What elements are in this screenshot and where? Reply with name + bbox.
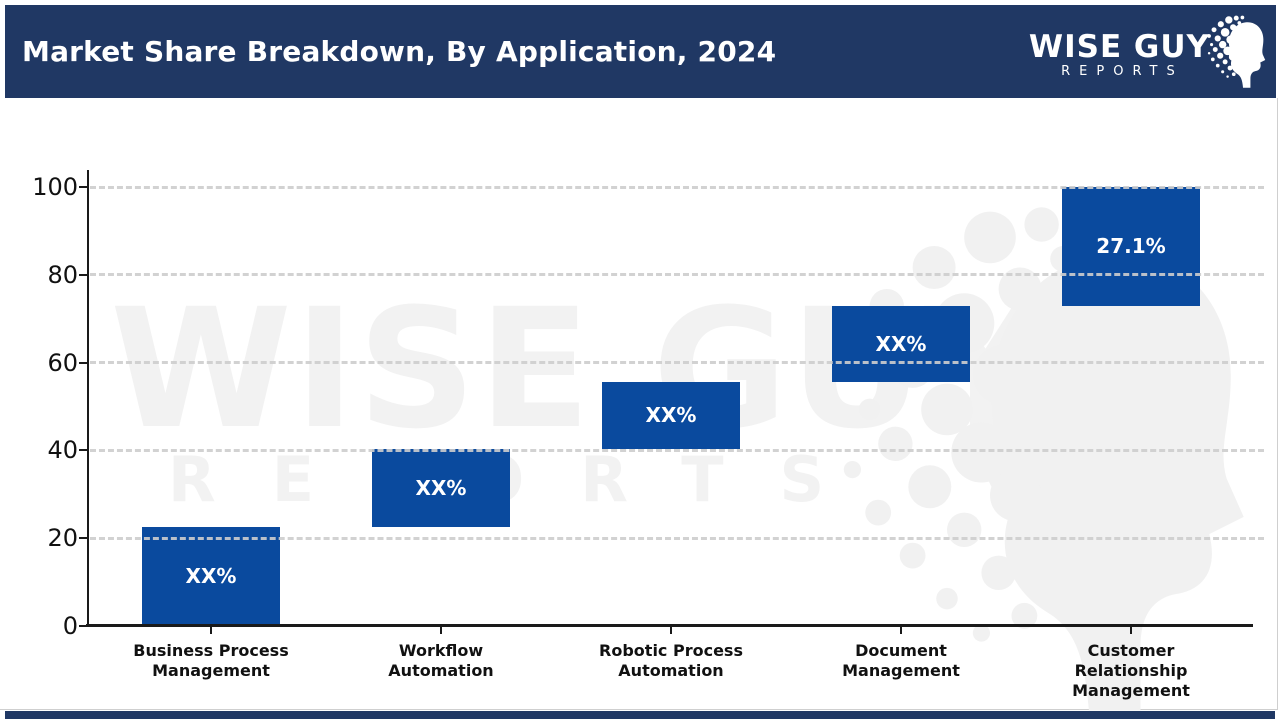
logo-wordmark: WISE GUY [1028, 28, 1210, 65]
x-category-label: Workflow Automation [388, 641, 494, 680]
grid-line [90, 448, 1264, 452]
bar-value-label: XX% [415, 475, 467, 500]
grid-line [90, 185, 1264, 189]
dotted-face-logo-icon [1204, 15, 1266, 89]
x-tick-mark [440, 627, 442, 634]
grid-line [90, 536, 1264, 540]
x-axis-line [86, 624, 1253, 627]
x-category-label: Business Process Management [133, 641, 289, 680]
y-tick-label: 80 [47, 260, 78, 289]
y-tick-label: 0 [62, 612, 78, 640]
bar-3: XX% [602, 381, 740, 449]
bar-value-label: XX% [185, 564, 237, 589]
x-tick-mark [900, 627, 902, 634]
y-tick-mark [79, 625, 87, 627]
y-tick-label: 100 [32, 173, 78, 201]
y-tick-mark [79, 273, 87, 276]
wise-guy-reports-logo: WISE GUY REPORTS [1029, 15, 1266, 89]
bar-5: 27.1% [1062, 187, 1200, 306]
footer-accent-bar [5, 711, 1275, 719]
bar-value-label: XX% [645, 403, 697, 428]
x-tick-mark [1130, 627, 1132, 634]
y-axis-line [87, 170, 89, 627]
chart-border-frame [0, 98, 1278, 710]
market-share-chart: WISE GUY REPORTS 0 20 40 60 80 100 XX% Business… [0, 98, 1280, 710]
bar-2: XX% [372, 448, 510, 527]
grid-line [90, 273, 1264, 277]
x-category-label: Customer Relationship Management [1072, 641, 1190, 700]
x-category-label: Document Management [842, 641, 960, 680]
bar-value-label: XX% [875, 331, 927, 356]
x-tick-mark [670, 627, 672, 634]
watermark-subtitle: REPORTS [168, 443, 881, 516]
grid-line [90, 361, 1264, 365]
y-tick-label: 60 [47, 348, 78, 377]
page-title: Market Share Breakdown, By Application, … [22, 35, 777, 68]
y-tick-mark [79, 361, 87, 364]
y-tick-mark [79, 449, 87, 452]
header-banner: Market Share Breakdown, By Application, … [5, 5, 1276, 98]
x-tick-mark [210, 627, 212, 634]
x-category-label: Robotic Process Automation [599, 641, 743, 680]
bar-4: XX% [832, 305, 970, 382]
logo-subtitle: REPORTS [1061, 63, 1184, 79]
logo-text: WISE GUY REPORTS [1029, 31, 1210, 80]
y-tick-label: 40 [47, 436, 78, 465]
y-tick-mark [79, 537, 87, 540]
bar-value-label: 27.1% [1096, 234, 1166, 259]
y-tick-mark [79, 186, 87, 188]
y-tick-label: 20 [47, 524, 78, 553]
bar-1: XX% [142, 526, 280, 626]
